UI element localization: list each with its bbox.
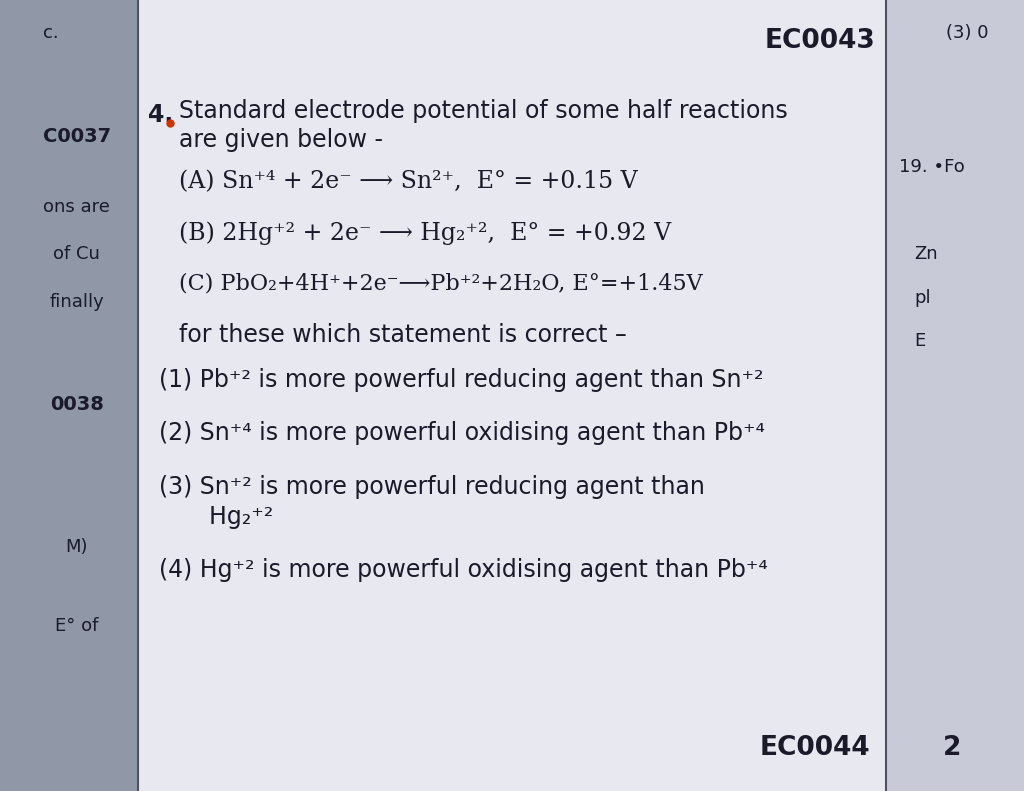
FancyBboxPatch shape (886, 0, 1024, 791)
Text: (C) PbO₂+4H⁺+2e⁻⟶Pb⁺²+2H₂O, E°=+1.45V: (C) PbO₂+4H⁺+2e⁻⟶Pb⁺²+2H₂O, E°=+1.45V (179, 273, 702, 295)
Text: EC0043: EC0043 (765, 28, 876, 54)
Text: c.: c. (43, 24, 59, 42)
Text: (4) Hg⁺² is more powerful oxidising agent than Pb⁺⁴: (4) Hg⁺² is more powerful oxidising agen… (159, 558, 767, 581)
Text: 19. •Fo: 19. •Fo (899, 158, 965, 176)
Text: EC0044: EC0044 (760, 735, 870, 761)
Text: (3) Sn⁺² is more powerful reducing agent than: (3) Sn⁺² is more powerful reducing agent… (159, 475, 705, 498)
Text: Zn: Zn (914, 245, 938, 263)
Text: 0038: 0038 (50, 396, 103, 414)
Text: C0037: C0037 (43, 127, 111, 146)
Text: E: E (914, 332, 926, 350)
Text: Hg₂⁺²: Hg₂⁺² (179, 505, 273, 528)
Text: 2: 2 (943, 735, 962, 761)
Text: E° of: E° of (55, 617, 98, 635)
Text: of Cu: of Cu (53, 245, 100, 263)
Text: 4.: 4. (148, 103, 174, 127)
Text: M): M) (66, 538, 88, 556)
Text: Standard electrode potential of some half reactions: Standard electrode potential of some hal… (179, 99, 787, 123)
Text: pl: pl (914, 289, 931, 307)
Text: ons are: ons are (43, 198, 111, 216)
Text: (2) Sn⁺⁴ is more powerful oxidising agent than Pb⁺⁴: (2) Sn⁺⁴ is more powerful oxidising agen… (159, 421, 765, 445)
Text: finally: finally (49, 293, 104, 311)
FancyBboxPatch shape (138, 0, 886, 791)
Text: (A) Sn⁺⁴ + 2e⁻ ⟶ Sn²⁺,  E° = +0.15 V: (A) Sn⁺⁴ + 2e⁻ ⟶ Sn²⁺, E° = +0.15 V (179, 170, 638, 193)
Text: are given below -: are given below - (179, 128, 383, 152)
Text: (B) 2Hg⁺² + 2e⁻ ⟶ Hg₂⁺²,  E° = +0.92 V: (B) 2Hg⁺² + 2e⁻ ⟶ Hg₂⁺², E° = +0.92 V (179, 221, 672, 245)
Text: for these which statement is correct –: for these which statement is correct – (179, 323, 627, 346)
Text: (1) Pb⁺² is more powerful reducing agent than Sn⁺²: (1) Pb⁺² is more powerful reducing agent… (159, 368, 763, 392)
Text: (3) 0: (3) 0 (946, 24, 989, 42)
FancyBboxPatch shape (0, 0, 138, 791)
